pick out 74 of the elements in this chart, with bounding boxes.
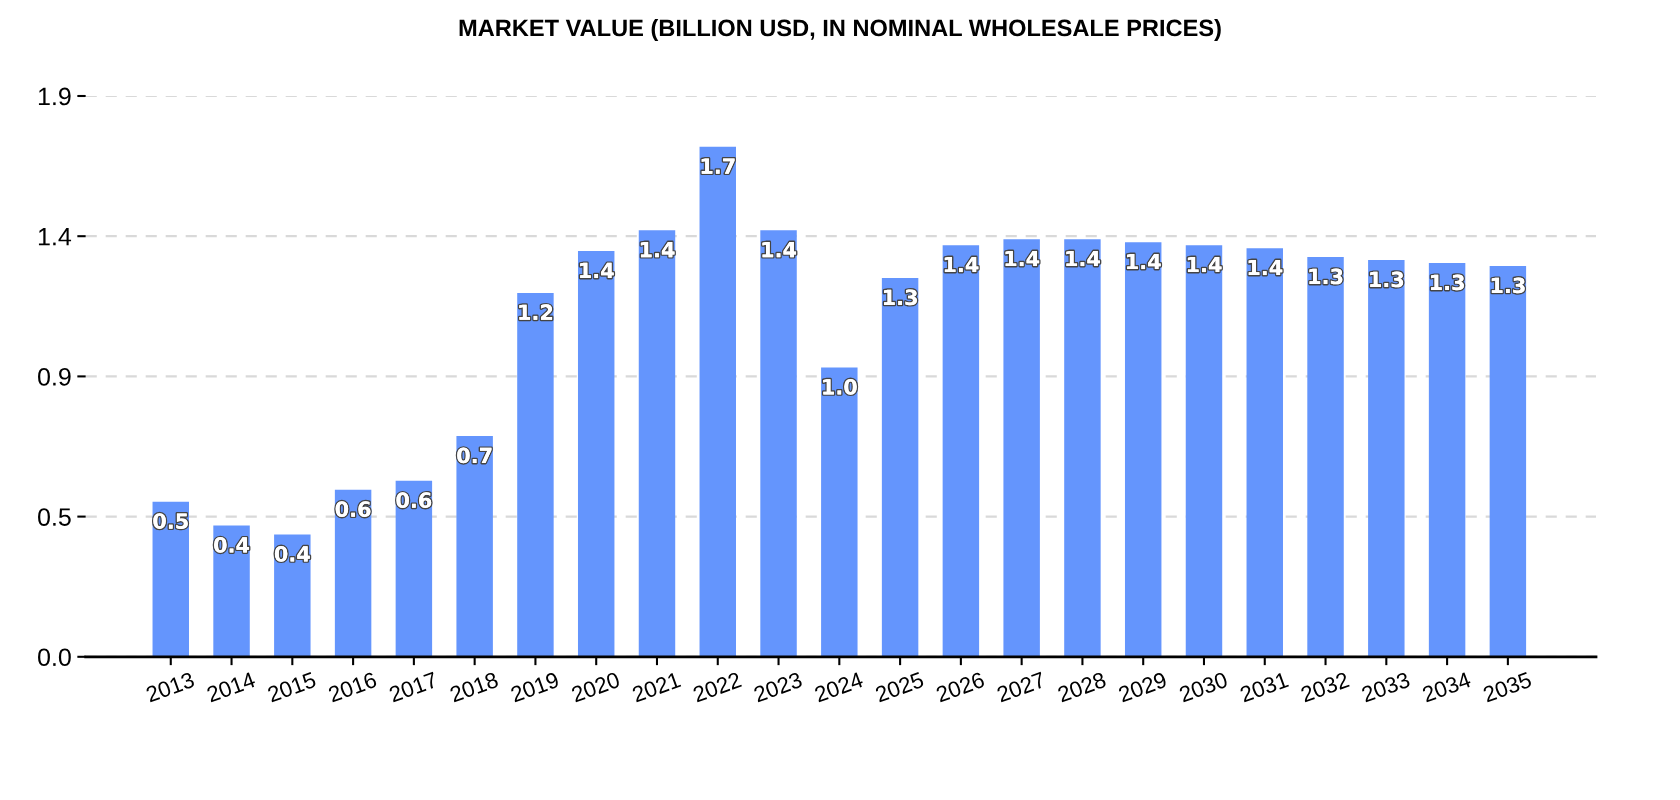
x-tick-label: 2031: [1239, 671, 1290, 703]
chart-title: MARKET VALUE (BILLION USD, IN NOMINAL WHOLESALE PRICES): [459, 19, 1221, 41]
x-tick-label: 2018: [449, 671, 500, 703]
bar: [1246, 248, 1283, 657]
bar: [821, 367, 858, 657]
bar: [334, 489, 372, 657]
data-label: 0.4: [274, 545, 310, 562]
x-tick-label: 2017: [388, 671, 439, 703]
x-tick-label: 2032: [1300, 671, 1350, 703]
x-tick-label: 2016: [327, 671, 378, 703]
x-tick-label: 2021: [631, 671, 682, 703]
x-tick-label: 2024: [813, 671, 864, 703]
data-label: 1.2: [519, 304, 553, 320]
bar: [699, 146, 736, 657]
data-label: 1.3: [1430, 274, 1464, 291]
bar: [881, 277, 919, 657]
x-tick-label: 2014: [206, 671, 257, 703]
data-label: 1.4: [580, 262, 614, 279]
x-tick-label: 2022: [692, 671, 742, 703]
x-tick-label: 2025: [874, 671, 925, 703]
x-tick-label: 2033: [1360, 671, 1411, 703]
x-tick-label: 2023: [753, 671, 803, 703]
x-tick-label: 2027: [996, 671, 1046, 703]
data-label: 1.7: [701, 158, 735, 174]
data-label: 1.4: [640, 241, 675, 258]
data-label: 0.6: [396, 492, 432, 509]
bar: [395, 480, 433, 657]
data-label: 0.4: [214, 537, 250, 553]
bar: [274, 534, 311, 657]
bar: [1428, 263, 1466, 657]
bar: [577, 251, 615, 657]
data-label: 1.4: [1187, 256, 1222, 273]
data-label: 1.4: [1005, 250, 1040, 267]
bar: [1368, 260, 1405, 657]
bar: [1003, 239, 1040, 657]
bar: [456, 436, 493, 657]
data-label: 0.6: [335, 501, 371, 517]
x-tick-label: 2029: [1117, 671, 1168, 703]
bar: [638, 230, 676, 657]
x-tick-label: 2013: [145, 671, 196, 703]
data-label: 1.3: [884, 289, 917, 306]
x-tick-label: 2028: [1056, 671, 1107, 703]
x-tick-label: 2015: [266, 671, 317, 703]
data-label: 1.0: [823, 378, 857, 395]
x-tick-label: 2020: [570, 671, 621, 703]
y-tick-label: 0.0: [38, 648, 71, 667]
x-tick-label: 2030: [1178, 671, 1229, 703]
bar: [1124, 242, 1162, 657]
bar: [942, 245, 980, 657]
bar: [1064, 239, 1101, 657]
bar: [1185, 245, 1223, 657]
x-tick-label: 2035: [1482, 671, 1533, 703]
data-label: 1.3: [1370, 271, 1404, 288]
y-tick-label: 1.4: [38, 228, 72, 246]
data-label: 1.4: [1248, 259, 1283, 276]
y-tick-label: 0.5: [38, 508, 71, 526]
data-label: 0.7: [457, 447, 492, 464]
data-label: 1.3: [1491, 277, 1525, 294]
y-tick-label: 0.9: [38, 368, 71, 386]
bar: [760, 230, 797, 657]
x-tick-label: 2026: [935, 671, 986, 703]
bar: [1489, 266, 1527, 657]
data-label: 1.4: [1127, 253, 1161, 270]
data-label: 1.4: [1066, 250, 1100, 267]
bar: [213, 525, 250, 657]
bar: [517, 292, 554, 657]
bar: [1307, 257, 1344, 657]
y-tick-label: 1.9: [38, 87, 71, 106]
x-tick-label: 2019: [509, 671, 560, 703]
data-label: 0.5: [153, 513, 188, 529]
x-tick-label: 2034: [1421, 671, 1472, 703]
data-label: 1.4: [944, 256, 979, 273]
data-label: 1.3: [1309, 268, 1343, 285]
data-label: 1.4: [762, 241, 797, 258]
